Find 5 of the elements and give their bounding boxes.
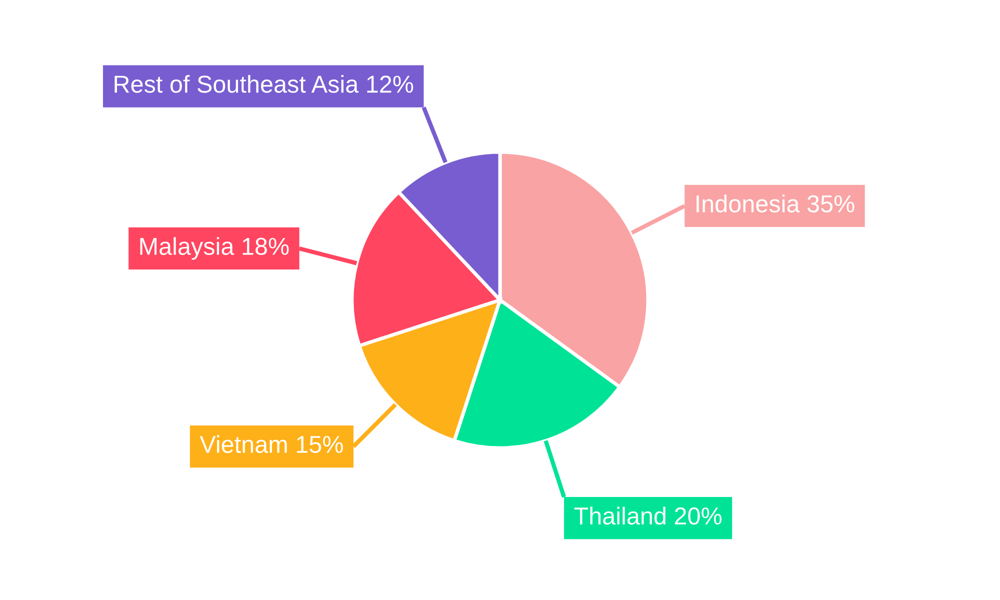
slice-label: Vietnam 15% <box>200 435 343 454</box>
slice-label: Rest of Southeast Asia 12% <box>114 74 414 93</box>
slice-label: Malaysia 18% <box>140 237 289 260</box>
slice-label: Thailand 20% <box>574 506 722 525</box>
slice-label: Indonesia 35% <box>696 194 854 212</box>
